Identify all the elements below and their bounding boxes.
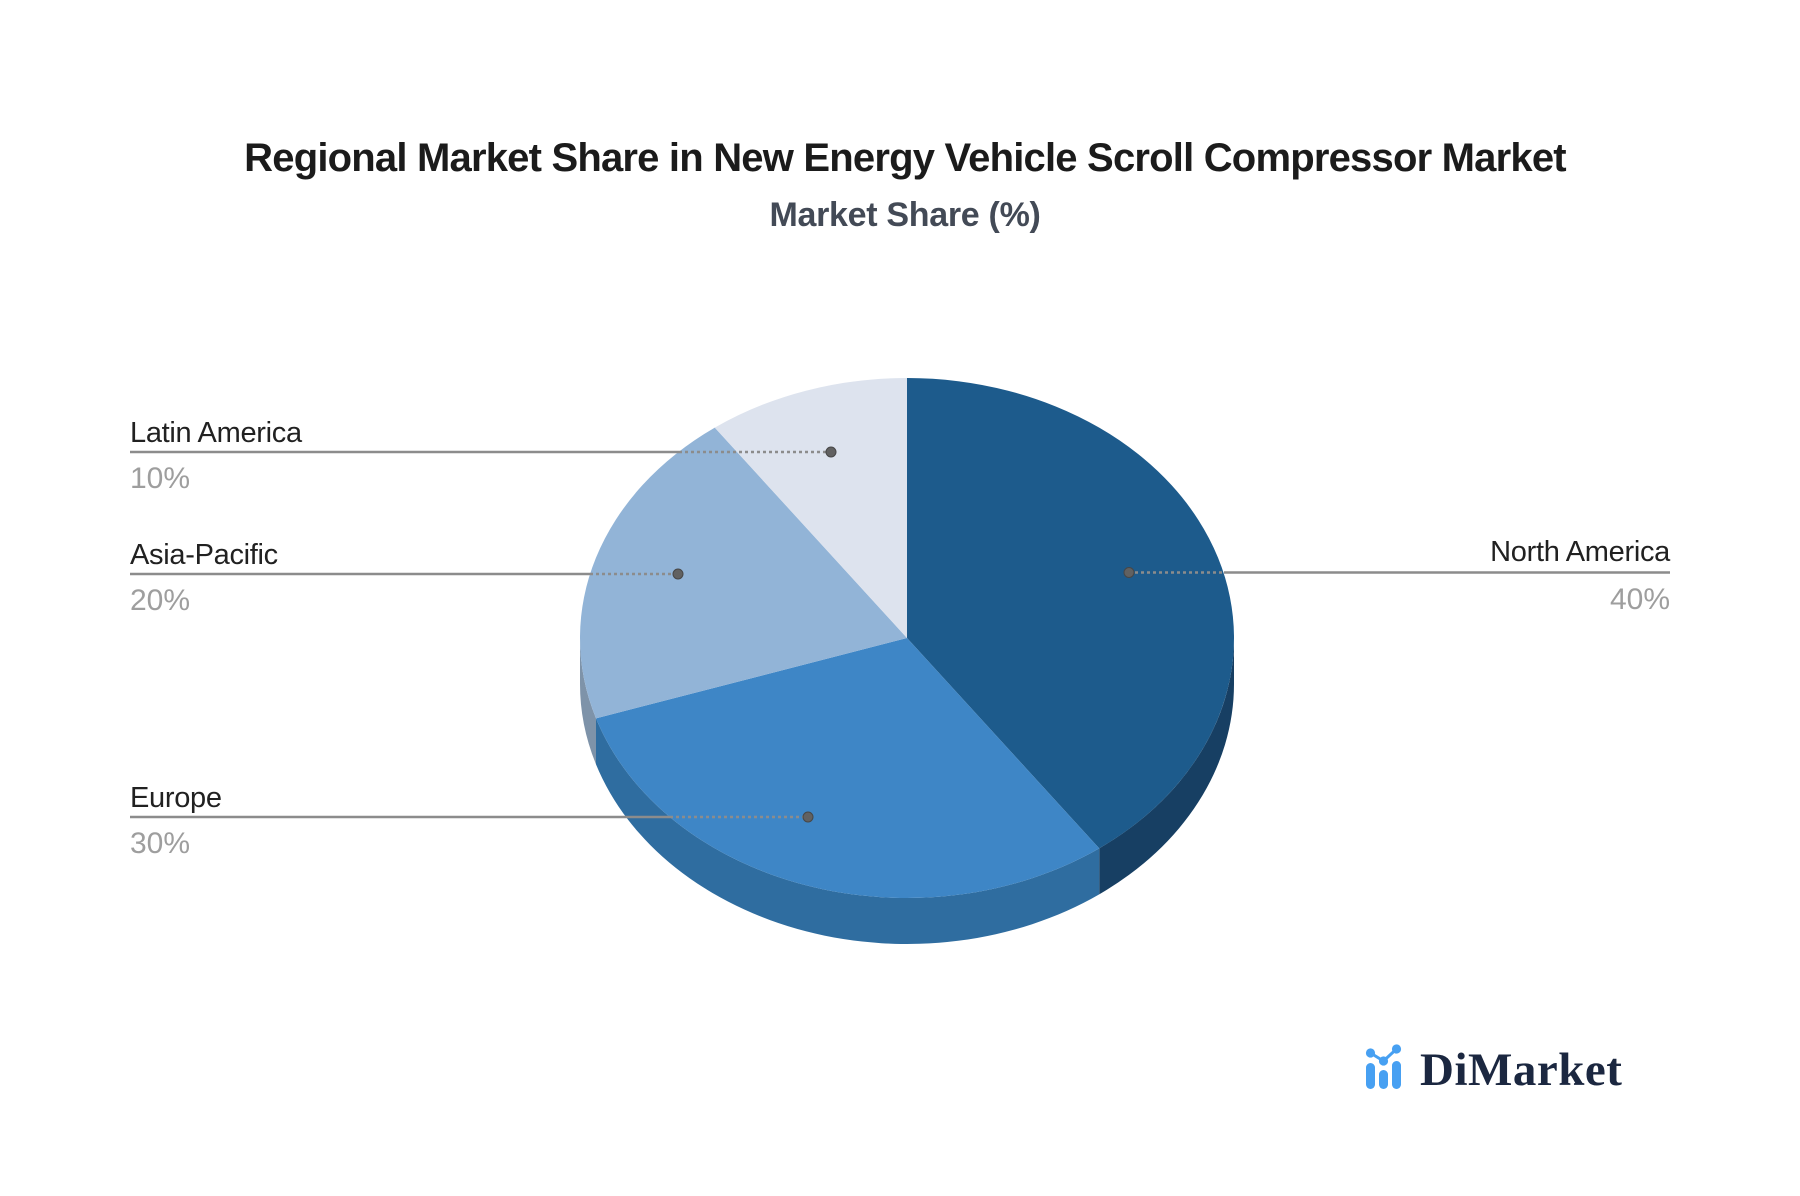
pie-slice-Europe — [596, 638, 1100, 898]
leader-dot-europe — [802, 811, 814, 823]
slice-label-europe: Europe — [130, 782, 222, 814]
pie-side-Asia-Pacific — [580, 638, 597, 765]
leader-dot-asia-pacific — [672, 568, 684, 580]
slice-label-north-america: North America — [1490, 536, 1670, 568]
pie-slice-Asia-Pacific — [580, 427, 907, 719]
leader-dot-north-america — [1123, 567, 1135, 578]
chart-subtitle: Market Share (%) — [769, 196, 1041, 234]
slice-value-latin-america: 10% — [130, 462, 191, 495]
slice-label-asia-pacific: Asia-Pacific — [130, 539, 278, 571]
bar-chart-logo-icon — [1365, 1044, 1402, 1089]
brand-name: DiMarket — [1420, 1044, 1623, 1096]
leader-dot-latin-america — [825, 446, 837, 458]
pie-slice-Latin America — [714, 378, 907, 638]
slice-label-latin-america: Latin America — [130, 417, 302, 449]
slice-value-europe: 30% — [130, 827, 191, 860]
pie-slice-North America — [907, 378, 1234, 849]
pie-side-North America — [1099, 638, 1234, 895]
slice-value-north-america: 40% — [1609, 583, 1670, 616]
slice-value-asia-pacific: 20% — [130, 584, 191, 617]
chart-title: Regional Market Share in New Energy Vehi… — [244, 136, 1566, 180]
pie-side-Europe — [596, 718, 1100, 945]
